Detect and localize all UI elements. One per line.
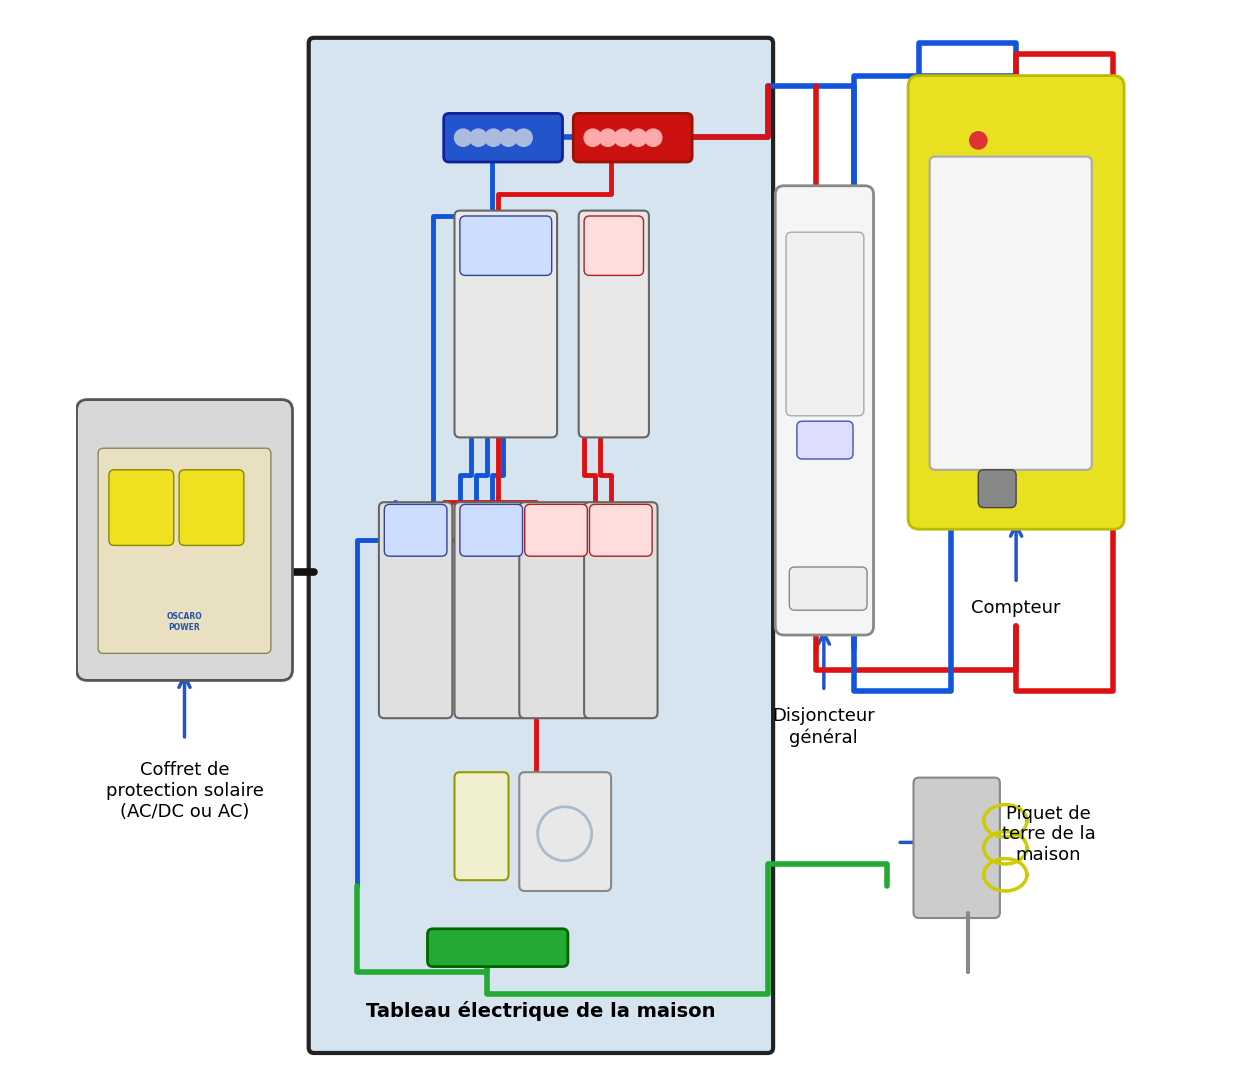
- Circle shape: [499, 129, 517, 146]
- FancyBboxPatch shape: [460, 216, 551, 275]
- Circle shape: [645, 129, 662, 146]
- Text: Disjoncteur
général: Disjoncteur général: [773, 707, 875, 746]
- FancyBboxPatch shape: [379, 502, 453, 718]
- Circle shape: [614, 129, 631, 146]
- FancyBboxPatch shape: [76, 400, 292, 680]
- Circle shape: [584, 129, 602, 146]
- FancyBboxPatch shape: [525, 504, 587, 556]
- Text: Tableau électrique de la maison: Tableau électrique de la maison: [366, 1000, 715, 1021]
- FancyBboxPatch shape: [789, 567, 867, 610]
- FancyBboxPatch shape: [444, 113, 562, 162]
- Circle shape: [630, 129, 647, 146]
- FancyBboxPatch shape: [584, 216, 644, 275]
- Circle shape: [485, 129, 502, 146]
- Circle shape: [455, 129, 472, 146]
- FancyBboxPatch shape: [109, 470, 174, 545]
- FancyBboxPatch shape: [907, 76, 1124, 529]
- FancyBboxPatch shape: [99, 448, 271, 653]
- Circle shape: [599, 129, 616, 146]
- FancyBboxPatch shape: [584, 502, 657, 718]
- FancyBboxPatch shape: [787, 232, 864, 416]
- Circle shape: [969, 132, 986, 149]
- Text: Piquet de
terre de la
maison: Piquet de terre de la maison: [1001, 805, 1095, 864]
- FancyBboxPatch shape: [179, 470, 244, 545]
- FancyBboxPatch shape: [460, 504, 523, 556]
- FancyBboxPatch shape: [519, 772, 612, 891]
- Circle shape: [515, 129, 533, 146]
- Circle shape: [470, 129, 487, 146]
- FancyBboxPatch shape: [455, 502, 528, 718]
- FancyBboxPatch shape: [914, 778, 1000, 918]
- FancyBboxPatch shape: [455, 211, 557, 437]
- Text: Coffret de
protection solaire
(AC/DC ou AC): Coffret de protection solaire (AC/DC ou …: [106, 761, 264, 821]
- FancyBboxPatch shape: [428, 929, 568, 967]
- FancyBboxPatch shape: [519, 502, 593, 718]
- FancyBboxPatch shape: [573, 113, 692, 162]
- FancyBboxPatch shape: [776, 186, 873, 635]
- Text: OSCARO
POWER: OSCARO POWER: [166, 612, 202, 632]
- FancyBboxPatch shape: [978, 470, 1016, 508]
- FancyBboxPatch shape: [385, 504, 446, 556]
- FancyBboxPatch shape: [930, 157, 1091, 470]
- FancyBboxPatch shape: [578, 211, 649, 437]
- FancyBboxPatch shape: [455, 772, 508, 880]
- Text: Compteur: Compteur: [972, 599, 1060, 618]
- FancyBboxPatch shape: [797, 421, 853, 459]
- FancyBboxPatch shape: [589, 504, 652, 556]
- FancyBboxPatch shape: [308, 38, 773, 1053]
